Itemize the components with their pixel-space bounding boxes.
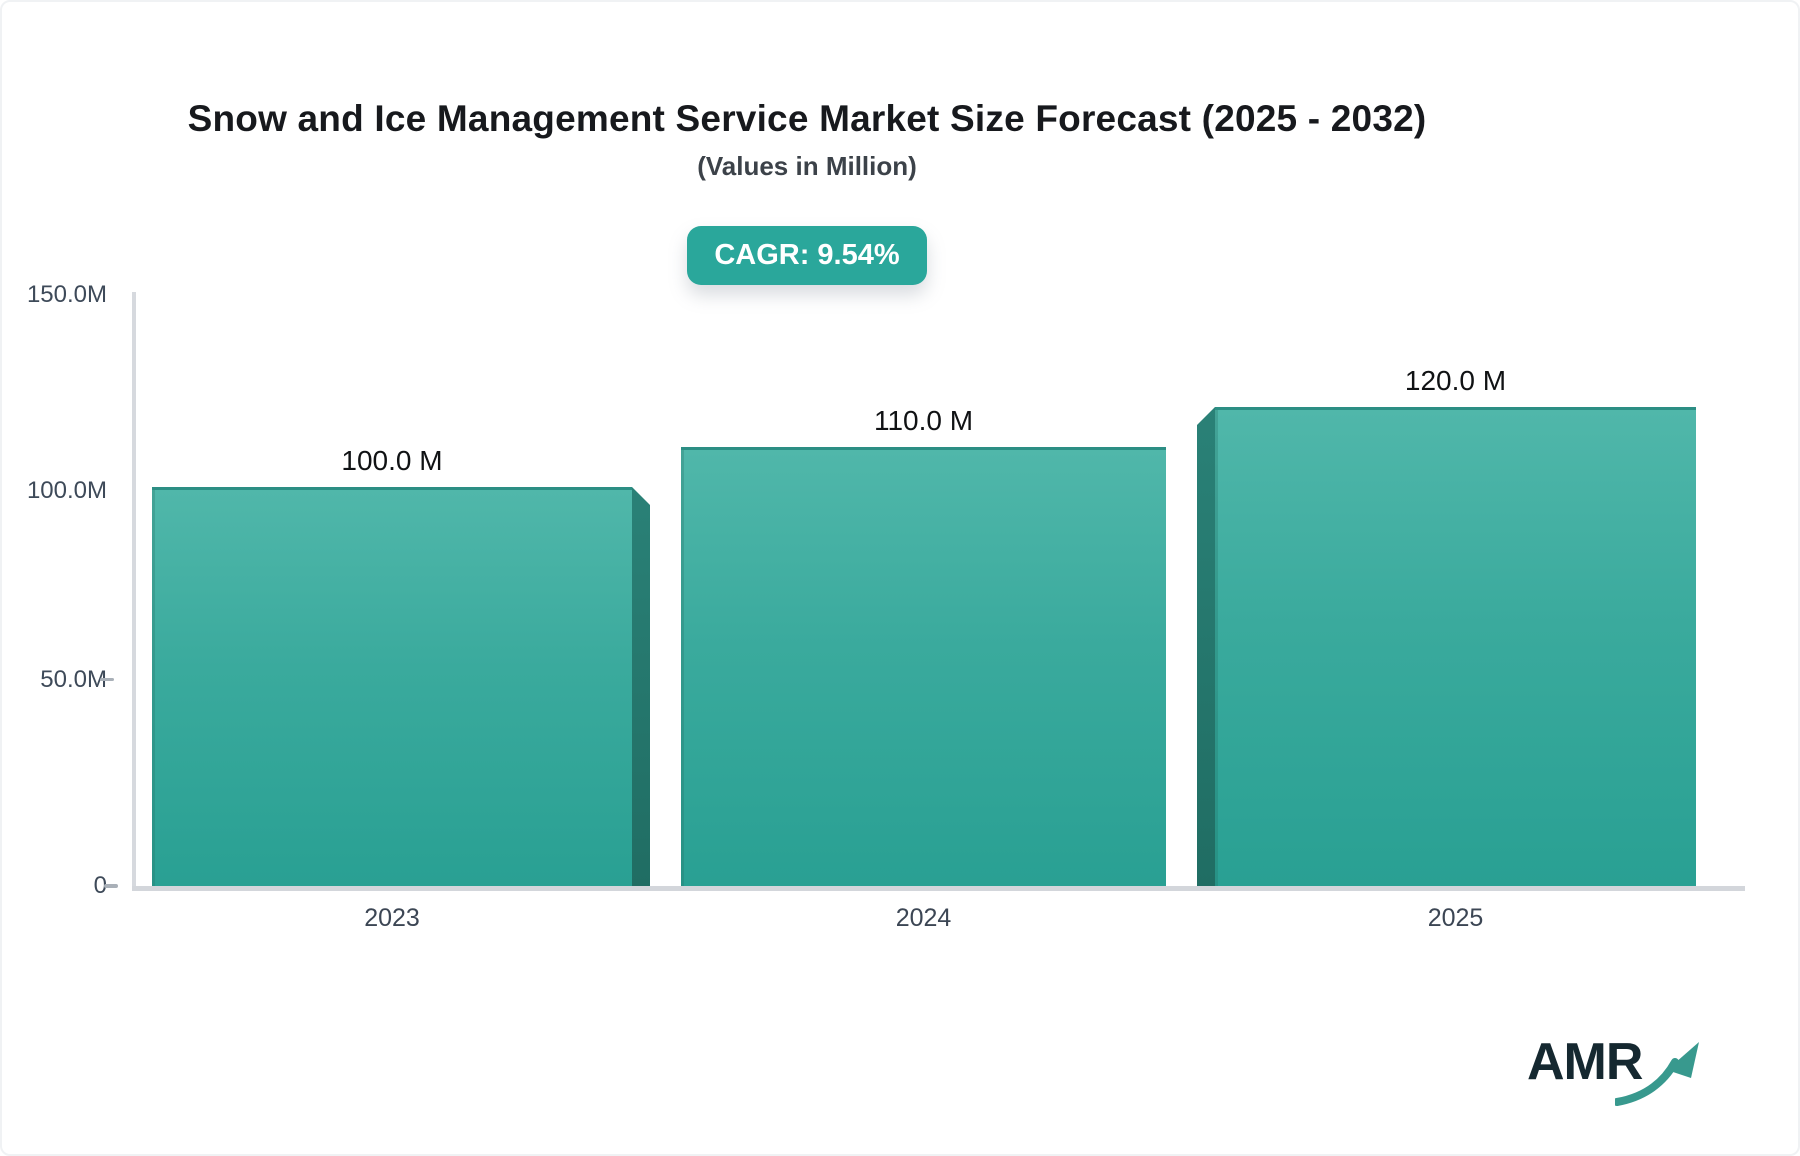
x-axis-line xyxy=(132,886,1745,891)
growth-arrow-icon xyxy=(1615,1042,1699,1106)
chart-subtitle: (Values in Million) xyxy=(697,151,917,181)
bar-value-label: 110.0 M xyxy=(873,405,974,436)
chart-title: Snow and Ice Management Service Market S… xyxy=(187,98,1427,139)
y-axis-tick-label: 100.0M xyxy=(26,477,107,504)
x-axis-tick-label: 2024 xyxy=(895,904,952,932)
cagr-badge: CAGR: 9.54% xyxy=(687,226,927,285)
y-axis-line xyxy=(132,292,136,886)
x-axis-tick-label: 2025 xyxy=(1427,904,1484,932)
y-axis-tick-label: 150.0M xyxy=(26,281,107,308)
y-axis-tick-mark xyxy=(104,884,118,888)
bar-2025 xyxy=(1215,407,1696,886)
x-axis-tick-label: 2023 xyxy=(364,904,420,932)
y-axis-tick-mark xyxy=(100,678,114,681)
bar-value-label: 120.0 M xyxy=(1404,365,1507,396)
amr-logo-text: AMR xyxy=(1527,1033,1643,1091)
amr-logo: AMR xyxy=(1527,1032,1737,1124)
bar-2024 xyxy=(681,447,1166,886)
bar-2023 xyxy=(152,487,632,886)
bar-3d-side xyxy=(1197,407,1215,886)
bar-3d-side xyxy=(632,487,650,886)
y-axis-tick-label: 0 xyxy=(93,872,107,899)
y-axis-tick-label: 50.0M xyxy=(40,666,107,693)
bar-value-label: 100.0 M xyxy=(341,445,443,476)
